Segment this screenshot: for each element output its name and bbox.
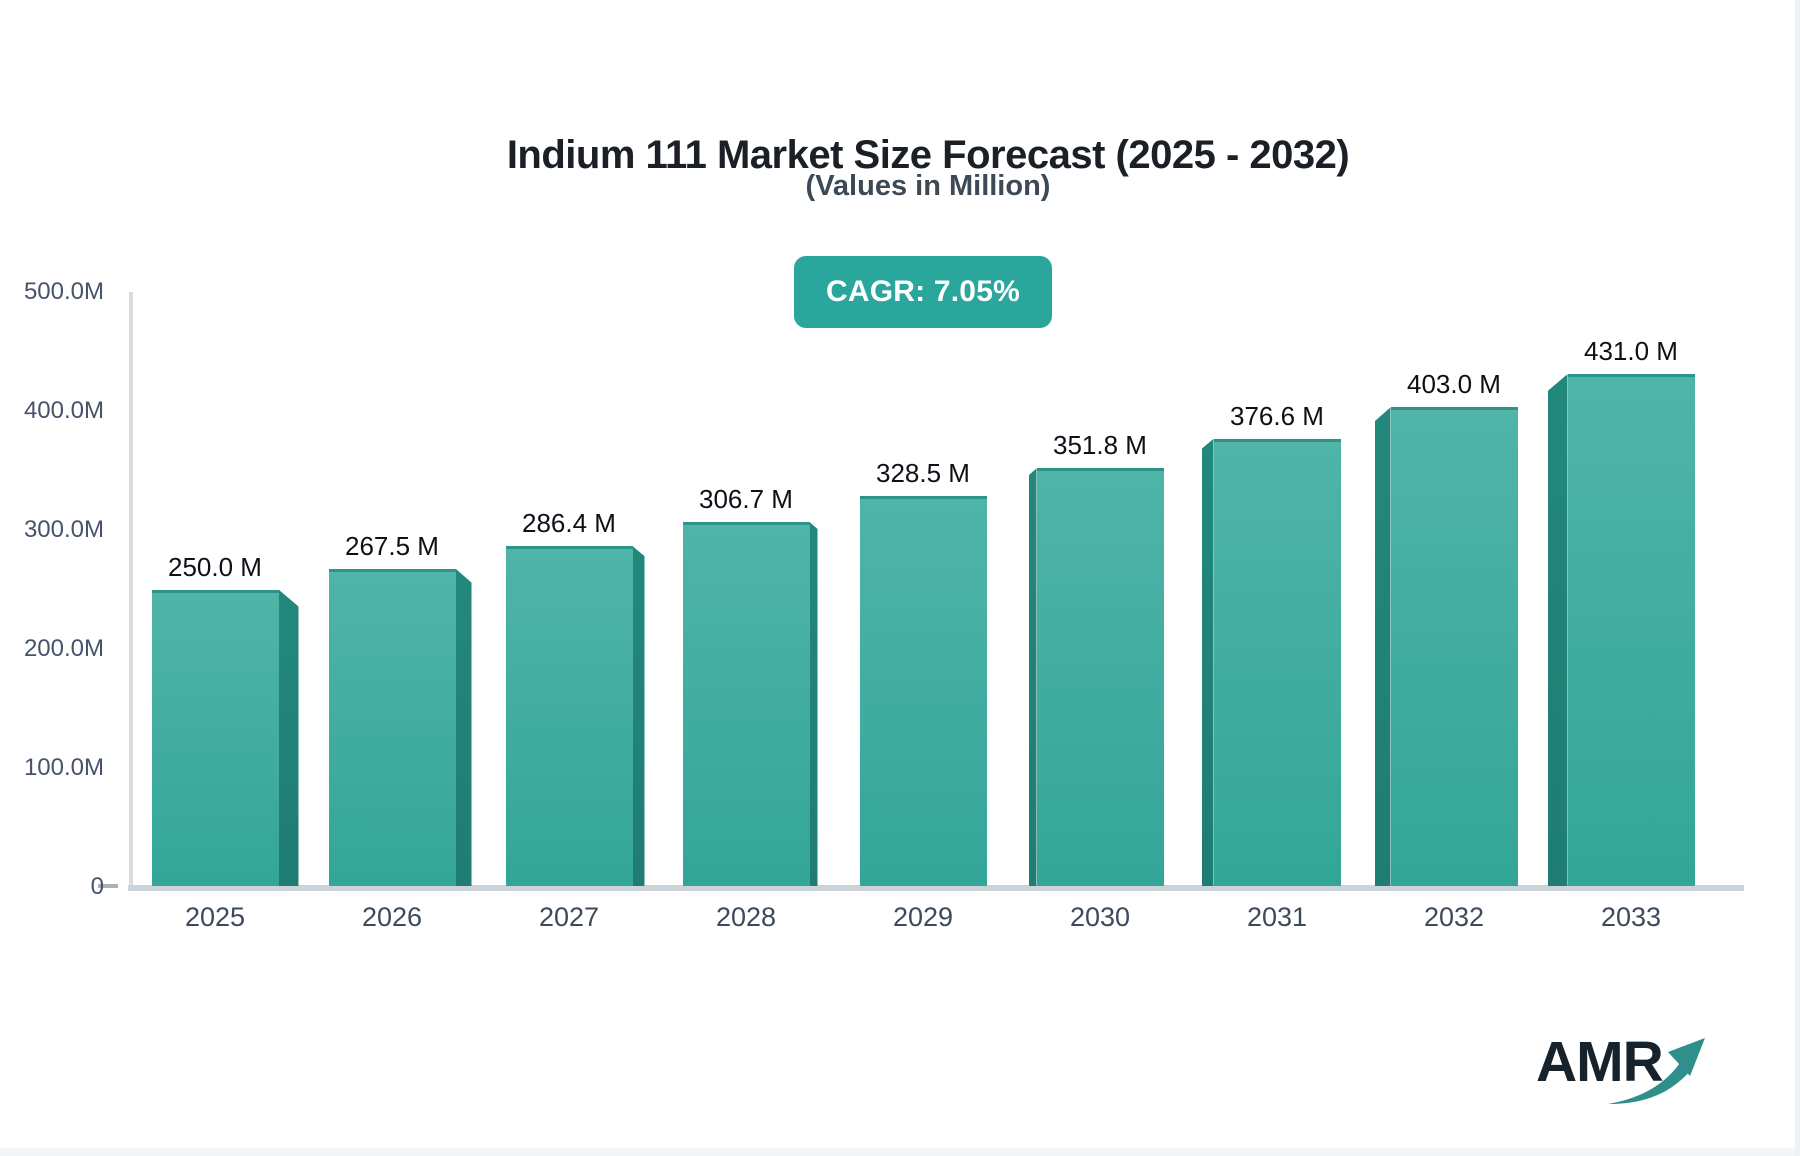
x-axis-label-2029: 2029 — [892, 902, 954, 932]
bar-side-face — [632, 546, 645, 886]
bar-value-label: 328.5 M — [876, 458, 970, 489]
bar-top-edge — [505, 546, 633, 550]
bar-2027 — [505, 546, 633, 886]
bar-value-label: 431.0 M — [1584, 336, 1678, 367]
x-axis-label-2030: 2030 — [1069, 902, 1131, 932]
bar-value-label: 403.0 M — [1407, 369, 1501, 400]
bar-side-face — [809, 522, 818, 886]
y-axis-label: 500.0M — [23, 278, 104, 305]
page-edge-bottom — [0, 1148, 1800, 1156]
bar-2026 — [328, 568, 456, 886]
bar-top-edge — [1567, 374, 1695, 378]
amr-logo-text: AMR — [1536, 1030, 1664, 1094]
bar-top-edge — [328, 568, 456, 572]
y-axis-label: 200.0M — [23, 635, 104, 662]
bar-2031 — [1213, 438, 1341, 886]
bar-2033 — [1567, 374, 1695, 886]
bar-top-edge — [1213, 438, 1341, 442]
x-axis-baseline — [128, 885, 1744, 891]
bar-side-face — [1201, 438, 1214, 886]
amr-logo: AMR — [1532, 1028, 1722, 1118]
bar-2029 — [859, 496, 987, 886]
x-axis-label-2033: 2033 — [1600, 902, 1662, 932]
page-edge-right — [1795, 0, 1800, 1156]
bar-2032 — [1390, 407, 1518, 886]
zero-tick-dash — [98, 884, 118, 888]
y-axis-label: 100.0M — [23, 754, 104, 781]
y-axis-label: 300.0M — [23, 516, 104, 543]
y-axis-label: 400.0M — [23, 397, 104, 424]
bar-value-label: 376.6 M — [1230, 400, 1324, 431]
bar-value-label: 250.0 M — [168, 551, 262, 582]
chart-subtitle: (Values in Million) — [805, 170, 1051, 202]
bar-top-edge — [1036, 468, 1164, 472]
bar-value-label: 286.4 M — [522, 508, 616, 539]
bar-side-face — [1547, 374, 1568, 886]
y-axis-label: 0 — [90, 873, 104, 900]
bar-side-face — [1028, 468, 1037, 886]
x-axis-label-2027: 2027 — [538, 902, 600, 932]
bar-2025 — [151, 589, 279, 886]
x-axis-label-2032: 2032 — [1423, 902, 1485, 932]
bar-top-edge — [859, 496, 987, 500]
bar-2028 — [682, 522, 810, 886]
cagr-badge: CAGR: 7.05% — [794, 256, 1052, 328]
bar-value-label: 267.5 M — [345, 530, 439, 561]
bar-side-face — [1374, 407, 1391, 886]
x-axis-label-2025: 2025 — [184, 902, 246, 932]
bar-value-label: 351.8 M — [1053, 430, 1147, 461]
amr-logo-arrow-icon — [1608, 1038, 1705, 1104]
bar-value-label: 306.7 M — [699, 484, 793, 515]
bar-top-edge — [1390, 407, 1518, 411]
x-axis-label-2026: 2026 — [361, 902, 423, 932]
bar-top-edge — [151, 589, 279, 593]
chart-title: Indium 111 Market Size Forecast (2025 - … — [506, 132, 1350, 177]
bar-2030 — [1036, 468, 1164, 886]
bar-top-edge — [682, 522, 810, 526]
x-axis-label-2031: 2031 — [1246, 902, 1308, 932]
bar-side-face — [455, 568, 472, 886]
x-axis-label-2028: 2028 — [715, 902, 777, 932]
y-axis-line — [129, 292, 133, 889]
bar-side-face — [278, 589, 299, 886]
